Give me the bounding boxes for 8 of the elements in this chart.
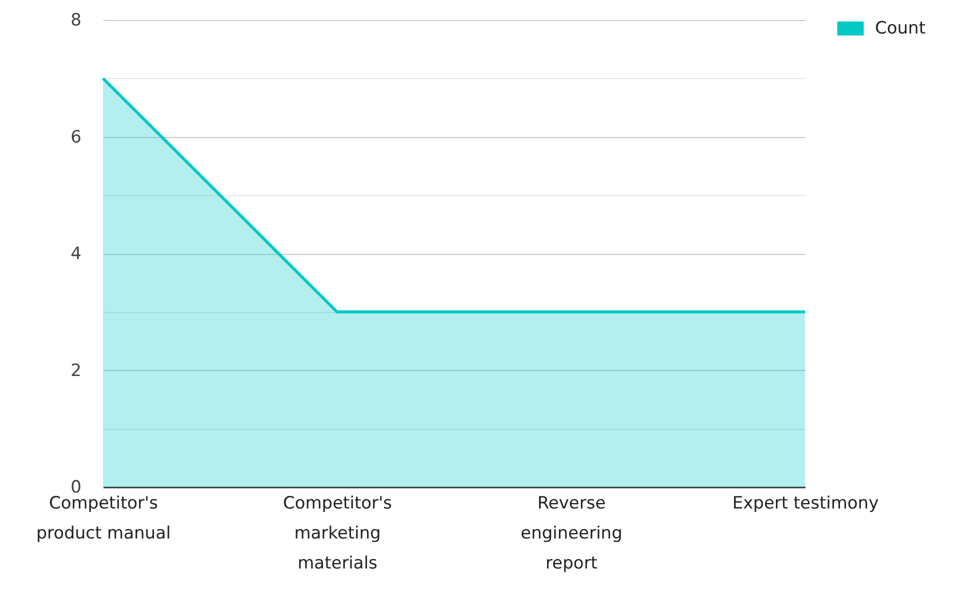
legend-label: Count xyxy=(875,18,926,38)
y-tick-label: 8 xyxy=(70,10,82,30)
y-tick-label: 6 xyxy=(70,127,82,148)
y-tick-label: 4 xyxy=(70,244,82,264)
x-tick-label: Reverse engineering report xyxy=(520,494,622,574)
x-tick-label: Expert testimony xyxy=(732,494,879,514)
x-tick-label: Competitor's marketing materials xyxy=(282,494,392,574)
y-tick-label: 2 xyxy=(70,360,82,381)
